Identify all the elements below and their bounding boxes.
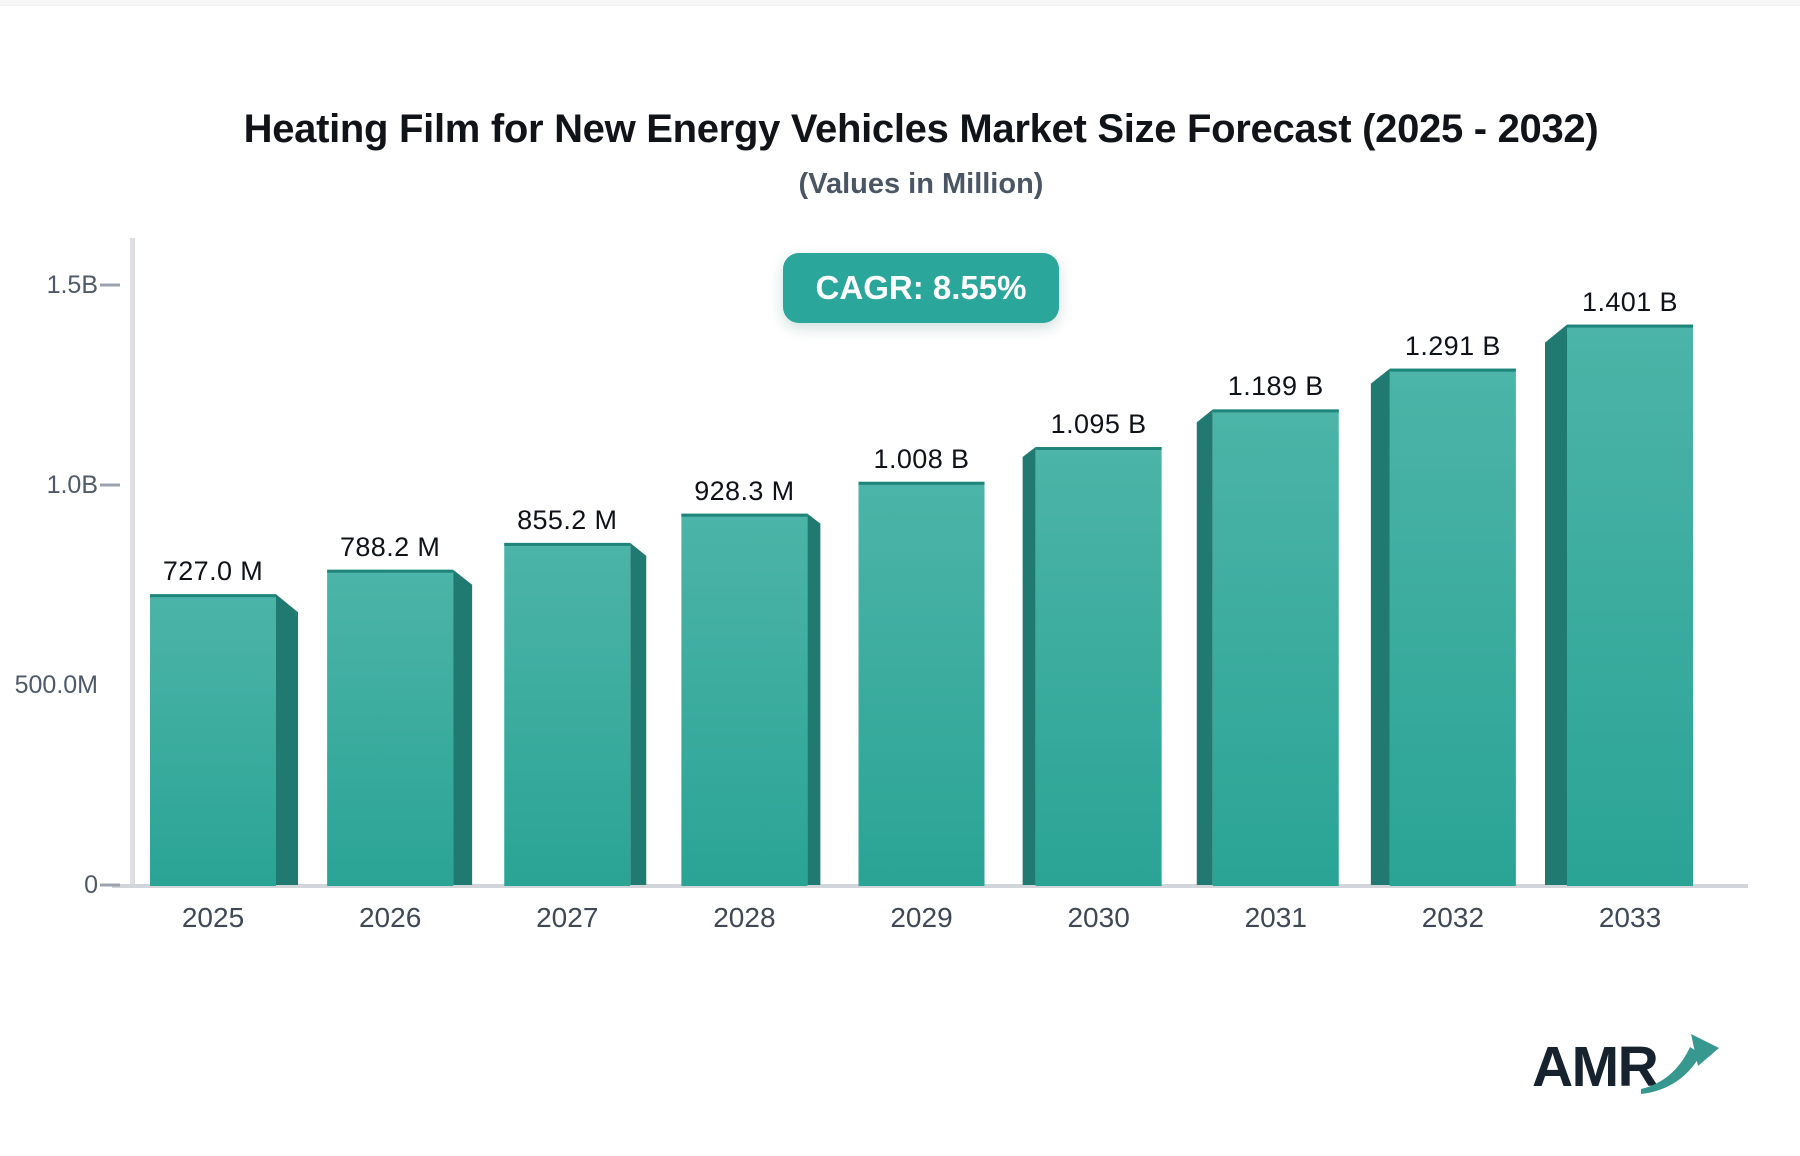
chart-subtitle: (Values in Million) [798, 168, 1044, 200]
bar-2026 [327, 569, 454, 886]
bar-top-edge-2026 [327, 569, 454, 573]
bar-top-edge-2031 [1212, 409, 1339, 413]
y-tick-1.5B [100, 283, 120, 287]
logo-arrow-icon [1641, 1034, 1720, 1094]
bar-side-2028 [807, 513, 821, 885]
bar-top-edge-2032 [1389, 368, 1516, 372]
bar-2027 [504, 542, 631, 886]
y-tick-1.0B [100, 483, 120, 487]
bar-side-2030 [1022, 447, 1036, 885]
bar-2028 [681, 513, 808, 886]
bar-side-2025 [276, 594, 298, 885]
bar-top-edge-2029 [858, 481, 985, 485]
bar-2025 [150, 594, 276, 886]
chart-title: Heating Film for New Energy Vehicles Mar… [243, 107, 1599, 151]
top-border-strip [0, 0, 1800, 6]
bar-top-edge-2033 [1567, 324, 1693, 328]
bar-top-edge-2027 [504, 542, 631, 546]
bar-top-edge-2028 [681, 513, 808, 517]
bar-side-2026 [453, 569, 473, 885]
logo-text: AMR [1532, 1035, 1659, 1099]
bar-top-edge-2030 [1035, 447, 1162, 450]
bar-side-2027 [630, 542, 647, 885]
bar-top-edge-2025 [150, 594, 276, 598]
bar-2032 [1389, 368, 1516, 887]
bar-2029 [858, 481, 985, 886]
cagr-badge: CAGR: 8.55% [783, 253, 1059, 323]
bar-side-2033 [1545, 324, 1567, 886]
bar-side-2032 [1370, 368, 1390, 886]
bar-2030 [1035, 447, 1162, 886]
y-tick-0 [100, 883, 120, 887]
amr-logo: AMR [1532, 1034, 1725, 1100]
bar-side-2031 [1196, 409, 1213, 885]
y-axis-line [130, 238, 135, 887]
bar-2033 [1567, 324, 1693, 887]
bar-2031 [1212, 409, 1339, 886]
